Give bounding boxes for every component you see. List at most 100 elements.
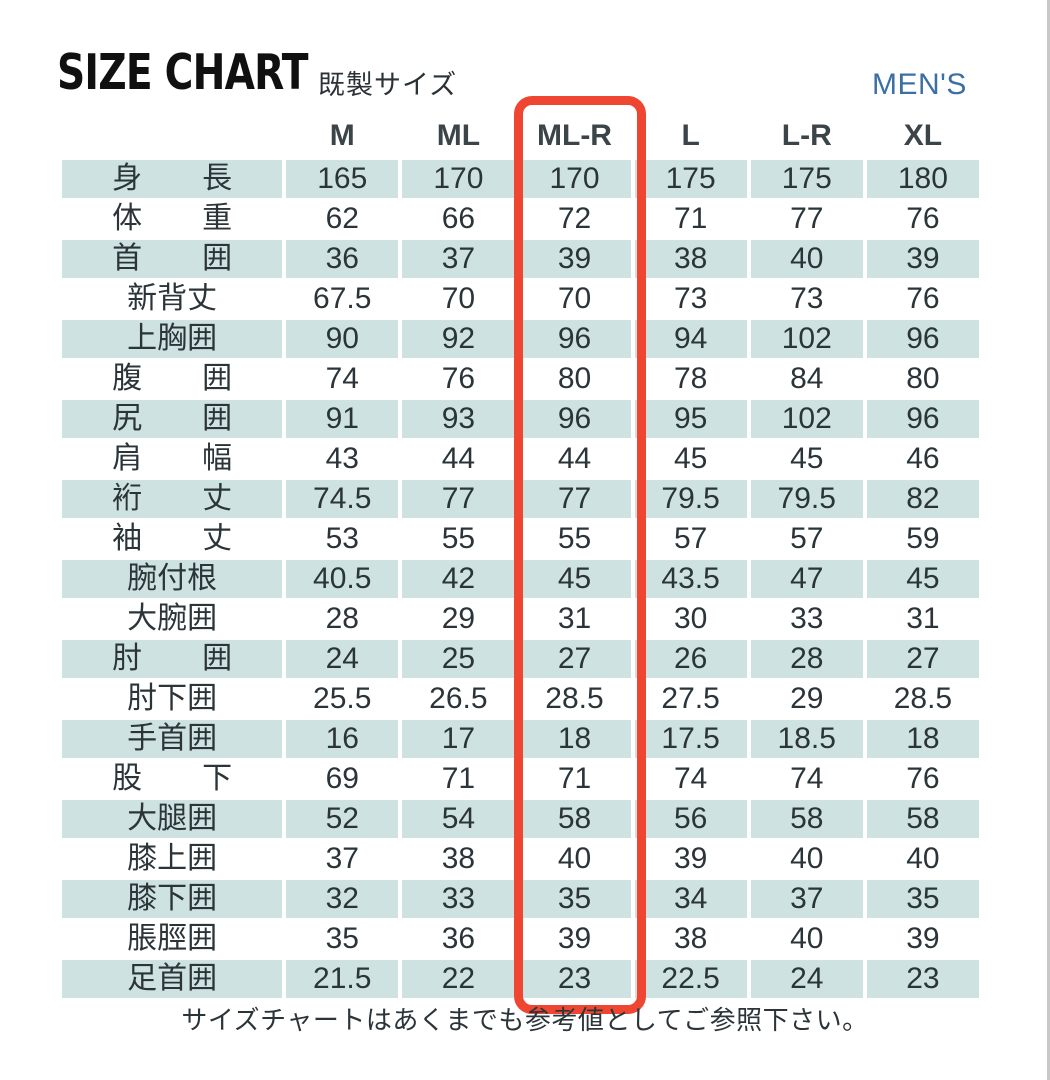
cell-ml: 55 [402, 520, 515, 558]
cell-xl: 45 [866, 560, 979, 598]
cell-ml-r: 80 [518, 360, 631, 398]
cell-m: 67.5 [286, 280, 399, 318]
chart-header: SIZE CHART 既製サイズ MEN'S [0, 0, 1050, 108]
table-row: 腹 囲 74 76 80 78 84 80 [62, 360, 979, 398]
cell-m: 165 [286, 160, 399, 198]
table-row: 体 重 62 66 72 71 77 76 [62, 200, 979, 238]
cell-l: 74 [634, 760, 747, 798]
cell-m: 43 [286, 440, 399, 478]
cell-ml-r: 40 [518, 840, 631, 878]
size-table: M ML ML-R L L-R XL 身 長 165 170 170 175 175 180 体 重 62… [58, 112, 983, 1000]
cell-xl: 76 [866, 200, 979, 238]
cell-ml: 54 [402, 800, 515, 838]
row-label: 足首囲 [62, 960, 283, 998]
page-subtitle: 既製サイズ [318, 70, 458, 100]
cell-ml: 70 [402, 280, 515, 318]
cell-ml: 38 [402, 840, 515, 878]
cell-ml-r: 23 [518, 960, 631, 998]
cell-l: 22.5 [634, 960, 747, 998]
row-label: 大腕囲 [62, 600, 283, 638]
row-label: 大腿囲 [62, 800, 283, 838]
cell-l: 175 [634, 160, 747, 198]
cell-m: 90 [286, 320, 399, 358]
table-row: 身 長 165 170 170 175 175 180 [62, 160, 979, 198]
cell-ml-r: 55 [518, 520, 631, 558]
cell-l: 45 [634, 440, 747, 478]
cell-xl: 39 [866, 920, 979, 958]
row-label: 裄 丈 [62, 480, 283, 518]
row-label: 膝上囲 [62, 840, 283, 878]
cell-ml: 26.5 [402, 680, 515, 718]
cell-xl: 180 [866, 160, 979, 198]
cell-m: 32 [286, 880, 399, 918]
cell-l-r: 58 [750, 800, 863, 838]
cell-xl: 76 [866, 760, 979, 798]
cell-xl: 40 [866, 840, 979, 878]
cell-l-r: 57 [750, 520, 863, 558]
cell-l-r: 102 [750, 320, 863, 358]
cell-ml-r: 72 [518, 200, 631, 238]
cell-l-r: 74 [750, 760, 863, 798]
cell-xl: 31 [866, 600, 979, 638]
cell-l-r: 18.5 [750, 720, 863, 758]
cell-m: 91 [286, 400, 399, 438]
table-row: 新背丈 67.5 70 70 73 73 76 [62, 280, 979, 318]
cell-l: 78 [634, 360, 747, 398]
cell-xl: 28.5 [866, 680, 979, 718]
cell-l-r: 45 [750, 440, 863, 478]
table-row: 大腿囲 52 54 58 56 58 58 [62, 800, 979, 838]
table-row: 股 下 69 71 71 74 74 76 [62, 760, 979, 798]
cell-ml-r: 170 [518, 160, 631, 198]
row-label: 肘 囲 [62, 640, 283, 678]
row-label: 股 下 [62, 760, 283, 798]
cell-l: 95 [634, 400, 747, 438]
column-header-ml: ML [436, 119, 481, 152]
row-label: 身 長 [62, 160, 283, 198]
row-label: 脹脛囲 [62, 920, 283, 958]
cell-l: 26 [634, 640, 747, 678]
cell-m: 52 [286, 800, 399, 838]
table-row: 膝上囲 37 38 40 39 40 40 [62, 840, 979, 878]
cell-l-r: 29 [750, 680, 863, 718]
cell-m: 53 [286, 520, 399, 558]
cell-l: 57 [634, 520, 747, 558]
column-header-l: L [681, 119, 700, 152]
row-label: 膝下囲 [62, 880, 283, 918]
cell-xl: 27 [866, 640, 979, 678]
cell-xl: 46 [866, 440, 979, 478]
cell-ml-r: 45 [518, 560, 631, 598]
cell-xl: 76 [866, 280, 979, 318]
cell-ml: 92 [402, 320, 515, 358]
cell-l-r: 175 [750, 160, 863, 198]
cell-m: 40.5 [286, 560, 399, 598]
table-row: 脹脛囲 35 36 39 38 40 39 [62, 920, 979, 958]
row-label: 袖 丈 [62, 520, 283, 558]
table-row: 足首囲 21.5 22 23 22.5 24 23 [62, 960, 979, 998]
table-row: 裄 丈 74.5 77 77 79.5 79.5 82 [62, 480, 979, 518]
cell-xl: 82 [866, 480, 979, 518]
cell-ml-r: 31 [518, 600, 631, 638]
row-label: 肘下囲 [62, 680, 283, 718]
cell-ml-r: 58 [518, 800, 631, 838]
cell-l: 38 [634, 240, 747, 278]
cell-l-r: 24 [750, 960, 863, 998]
table-row: 袖 丈 53 55 55 57 57 59 [62, 520, 979, 558]
table-row: 膝下囲 32 33 35 34 37 35 [62, 880, 979, 918]
cell-ml-r: 39 [518, 240, 631, 278]
row-label: 手首囲 [62, 720, 283, 758]
cell-ml: 22 [402, 960, 515, 998]
row-label: 腹 囲 [62, 360, 283, 398]
gender-label: MEN'S [872, 68, 967, 101]
cell-m: 36 [286, 240, 399, 278]
table-row: 尻 囲 91 93 96 95 102 96 [62, 400, 979, 438]
cell-l-r: 40 [750, 840, 863, 878]
cell-m: 16 [286, 720, 399, 758]
cell-ml-r: 70 [518, 280, 631, 318]
cell-l-r: 28 [750, 640, 863, 678]
cell-l-r: 73 [750, 280, 863, 318]
cell-l-r: 40 [750, 920, 863, 958]
cell-ml-r: 71 [518, 760, 631, 798]
cell-m: 28 [286, 600, 399, 638]
cell-l: 73 [634, 280, 747, 318]
